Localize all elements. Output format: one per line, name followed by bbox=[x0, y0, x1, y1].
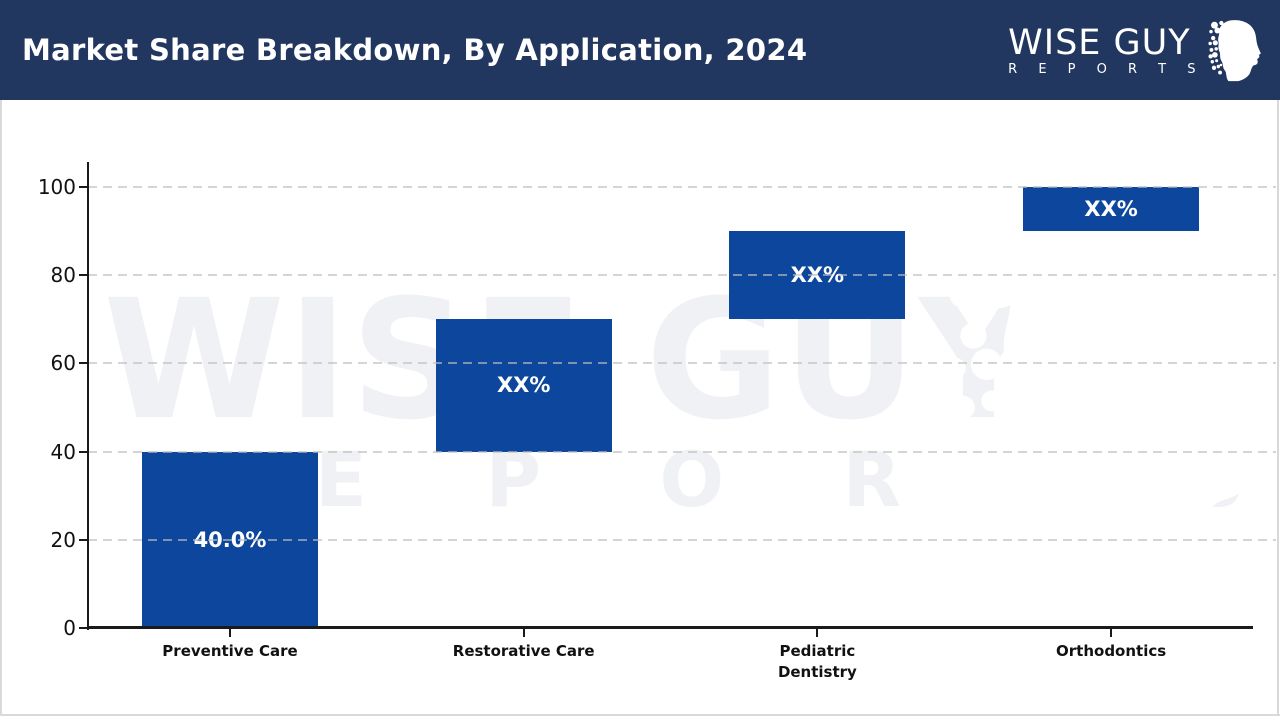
gridline-y80 bbox=[88, 274, 1276, 277]
x-tick-mark-3 bbox=[816, 628, 819, 637]
frame-border-right bbox=[1277, 100, 1279, 716]
wiseguy-head-icon bbox=[1208, 20, 1261, 82]
x-tick-mark-1 bbox=[229, 628, 231, 637]
y-tick-mark-20 bbox=[79, 538, 88, 541]
logo-wordmark-line1: WISE GUY bbox=[1008, 22, 1191, 63]
category-label-1: Preventive Care bbox=[162, 642, 298, 660]
y-tick-mark-80 bbox=[79, 274, 88, 277]
y-tick-label-100: 100 bbox=[37, 175, 76, 199]
x-axis-line bbox=[87, 626, 1253, 629]
frame-border-bottom bbox=[0, 714, 1280, 716]
gridline-y100 bbox=[88, 186, 1276, 188]
y-tick-label-40: 40 bbox=[50, 439, 76, 464]
bar-2: XX% bbox=[435, 319, 612, 452]
gridline-y40 bbox=[88, 450, 1276, 453]
wiseguy-logo: WISE GUY R E P O R T S bbox=[1008, 12, 1264, 90]
x-tick-mark-2 bbox=[522, 628, 525, 637]
chart-title: Market Share Breakdown, By Application, … bbox=[22, 33, 808, 67]
logo-wordmark-line2: R E P O R T S bbox=[1008, 62, 1204, 78]
y-axis-line bbox=[87, 162, 89, 630]
category-label-3: Pediatric Dentistry bbox=[777, 642, 857, 681]
logo-wordmark: WISE GUY R E P O R T S bbox=[1008, 22, 1204, 78]
y-tick-mark-40 bbox=[79, 450, 88, 453]
y-tick-label-20: 20 bbox=[50, 527, 76, 552]
x-tick-mark-4 bbox=[1110, 628, 1113, 637]
category-label-2: Restorative Care bbox=[452, 642, 595, 660]
bar-4: XX% bbox=[1023, 187, 1200, 232]
frame-border-left bbox=[0, 100, 2, 716]
y-tick-mark-100 bbox=[79, 186, 88, 188]
y-tick-label-60: 60 bbox=[50, 351, 76, 376]
y-tick-mark-0 bbox=[79, 627, 88, 629]
y-tick-label-0: 0 bbox=[63, 616, 76, 640]
bar-value-label: XX% bbox=[496, 373, 551, 398]
gridline-y60 bbox=[88, 362, 1276, 365]
header-bar: Market Share Breakdown, By Application, … bbox=[0, 0, 1280, 100]
y-tick-mark-60 bbox=[79, 362, 88, 365]
y-tick-label-80: 80 bbox=[50, 263, 76, 288]
category-label-4: Orthodontics bbox=[1056, 642, 1167, 660]
gridline-y20 bbox=[88, 538, 1276, 541]
bar-value-label: XX% bbox=[1084, 197, 1138, 222]
